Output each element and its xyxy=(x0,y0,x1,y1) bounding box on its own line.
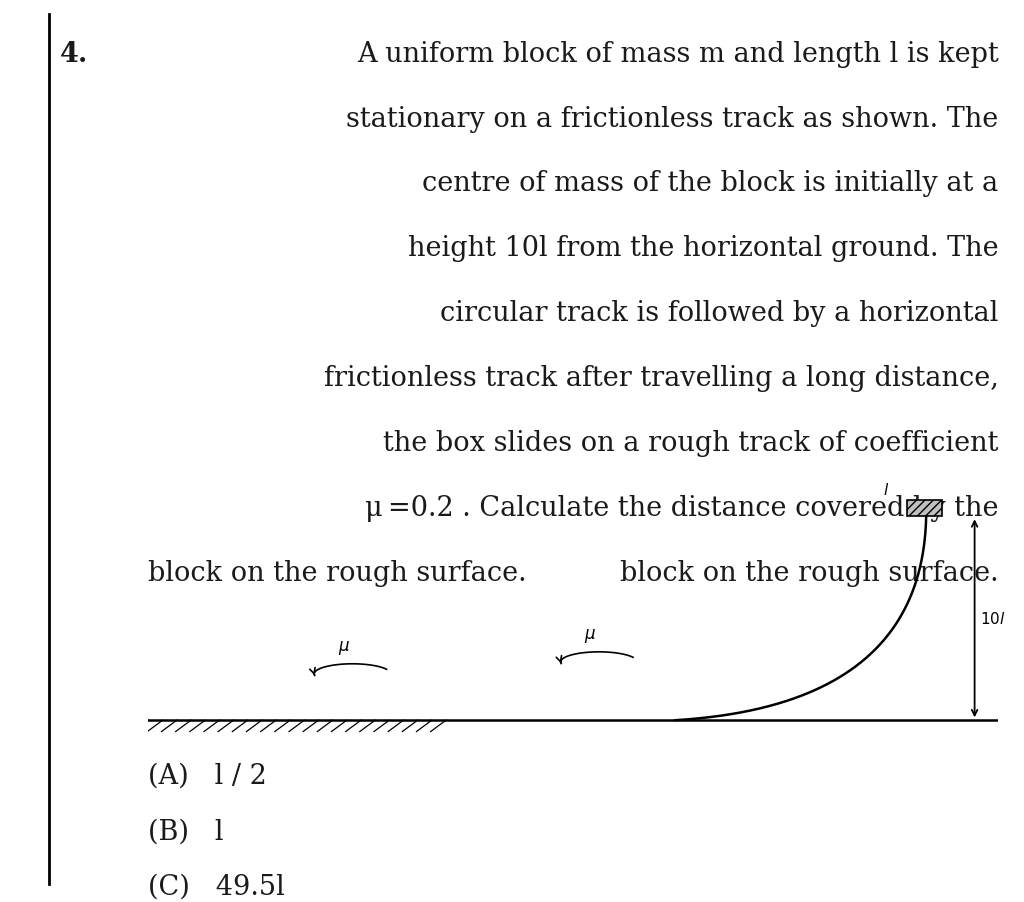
Bar xyxy=(906,500,942,517)
Text: stationary on a frictionless track as shown. The: stationary on a frictionless track as sh… xyxy=(346,106,998,133)
Text: the box slides on a rough track of coefficient: the box slides on a rough track of coeff… xyxy=(383,430,998,457)
Text: circular track is followed by a horizontal: circular track is followed by a horizont… xyxy=(440,300,998,327)
Text: $\mu$: $\mu$ xyxy=(585,628,596,646)
Text: (A)   l / 2: (A) l / 2 xyxy=(148,762,267,789)
Text: $10l$: $10l$ xyxy=(980,611,1006,627)
Text: height 10l from the horizontal ground. The: height 10l from the horizontal ground. T… xyxy=(408,235,998,262)
Text: (C)   49.5l: (C) 49.5l xyxy=(148,874,286,901)
Text: 4.: 4. xyxy=(59,41,88,68)
Text: centre of mass of the block is initially at a: centre of mass of the block is initially… xyxy=(422,170,998,198)
Text: (B)   l: (B) l xyxy=(148,818,224,845)
Text: A uniform block of mass m and length l is kept: A uniform block of mass m and length l i… xyxy=(356,41,998,68)
Text: μ =0.2 . Calculate the distance covered by the: μ =0.2 . Calculate the distance covered … xyxy=(365,495,998,522)
Text: frictionless track after travelling a long distance,: frictionless track after travelling a lo… xyxy=(324,365,998,392)
Text: block on the rough surface.: block on the rough surface. xyxy=(620,560,998,587)
Text: $l$: $l$ xyxy=(884,483,890,499)
Text: block on the rough surface.: block on the rough surface. xyxy=(148,560,527,587)
Text: $\mu$: $\mu$ xyxy=(338,640,350,658)
